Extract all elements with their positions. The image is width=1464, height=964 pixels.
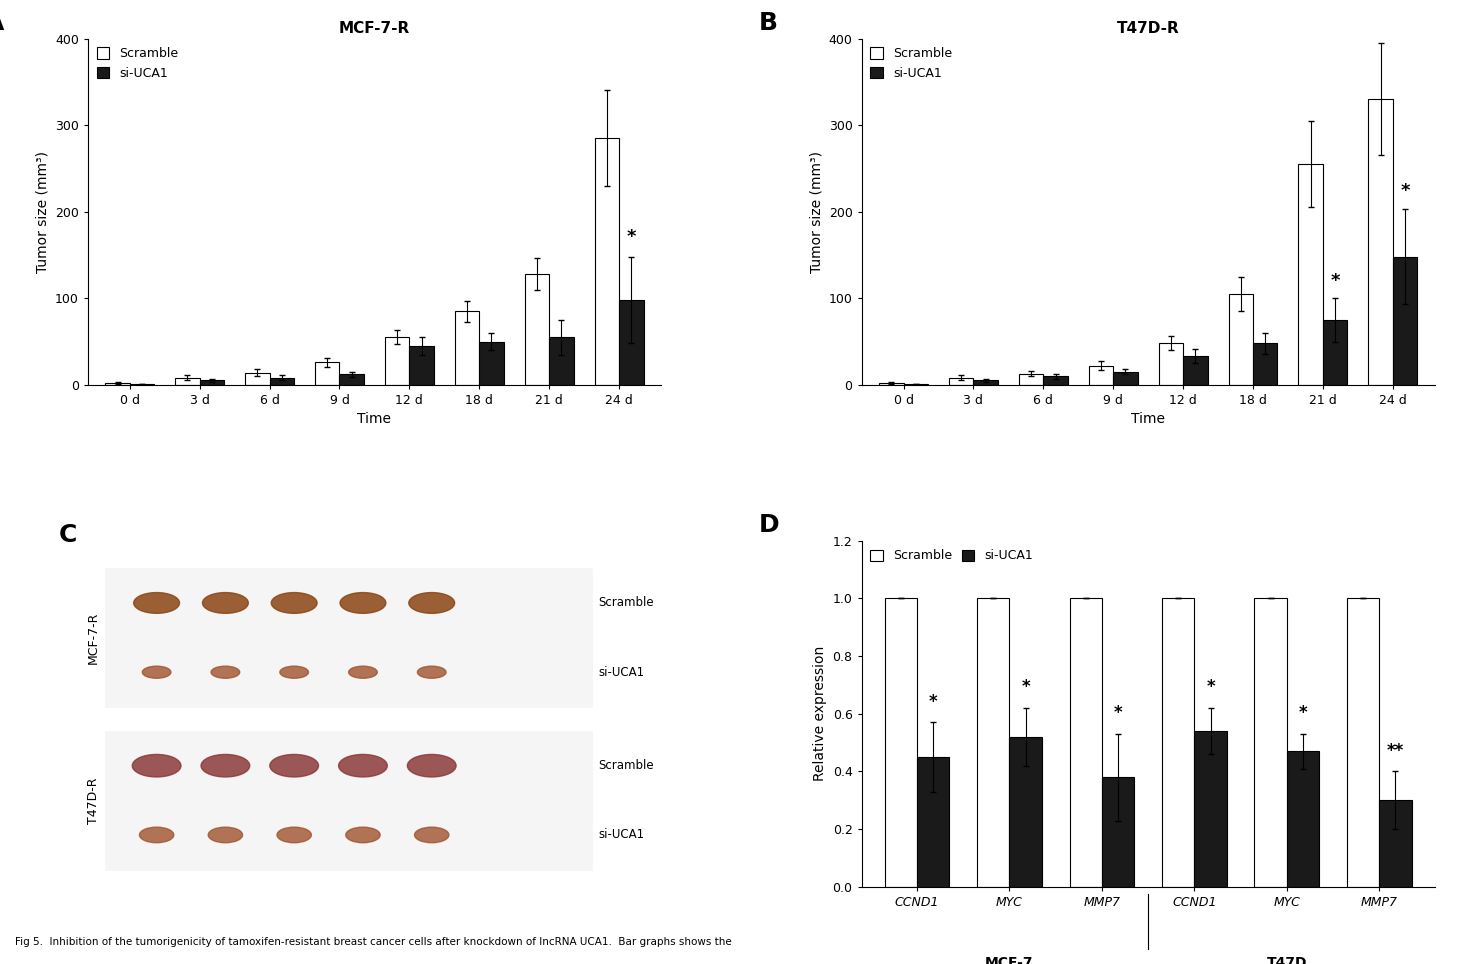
Text: C: C <box>59 523 78 548</box>
Bar <box>385 337 410 385</box>
Text: Scramble: Scramble <box>597 597 653 609</box>
Bar <box>340 374 365 385</box>
Bar <box>105 569 593 707</box>
Y-axis label: Tumor size (mm³): Tumor size (mm³) <box>810 150 823 273</box>
Y-axis label: Tumor size (mm³): Tumor size (mm³) <box>35 150 50 273</box>
Bar <box>1158 343 1183 385</box>
Bar <box>884 599 916 887</box>
Text: B: B <box>758 11 777 35</box>
Bar <box>1070 599 1102 887</box>
Title: T47D-R: T47D-R <box>1117 21 1180 36</box>
Bar <box>199 381 224 385</box>
Bar <box>410 346 433 385</box>
Legend: Scramble, si-UCA1: Scramble, si-UCA1 <box>92 42 183 85</box>
Bar <box>1113 372 1138 385</box>
Text: Scramble: Scramble <box>597 760 653 772</box>
Bar <box>315 362 340 385</box>
Text: T47D-R: T47D-R <box>86 777 100 823</box>
Ellipse shape <box>202 593 249 613</box>
Ellipse shape <box>211 666 240 679</box>
Legend: Scramble, si-UCA1: Scramble, si-UCA1 <box>865 42 957 85</box>
Bar <box>1299 164 1323 385</box>
Bar <box>1019 374 1044 385</box>
Bar <box>1379 800 1411 887</box>
Bar <box>1228 294 1253 385</box>
Bar <box>244 373 269 385</box>
Bar <box>1323 320 1347 385</box>
Ellipse shape <box>408 593 455 613</box>
Ellipse shape <box>407 755 457 777</box>
Ellipse shape <box>139 827 174 843</box>
Bar <box>176 378 199 385</box>
Bar <box>916 757 949 887</box>
Text: *: * <box>627 228 635 247</box>
Bar <box>105 731 593 870</box>
Bar <box>949 378 974 385</box>
X-axis label: Time: Time <box>357 413 391 426</box>
Bar <box>269 378 294 385</box>
Title: MCF-7-R: MCF-7-R <box>338 21 410 36</box>
Ellipse shape <box>201 755 250 777</box>
Bar <box>1347 599 1379 887</box>
Bar <box>878 383 903 385</box>
Text: MCF-7: MCF-7 <box>985 956 1034 964</box>
Ellipse shape <box>348 666 378 679</box>
Bar <box>1010 736 1042 887</box>
Text: D: D <box>758 513 779 537</box>
Text: *: * <box>1114 705 1123 722</box>
Text: Fig 5.  Inhibition of the tumorigenicity of tamoxifen-resistant breast cancer ce: Fig 5. Inhibition of the tumorigenicity … <box>15 937 732 947</box>
Bar <box>1162 599 1195 887</box>
Bar <box>524 274 549 385</box>
Bar <box>1253 343 1278 385</box>
Ellipse shape <box>417 666 447 679</box>
Bar <box>594 138 619 385</box>
Text: A: A <box>0 11 4 35</box>
Text: *: * <box>930 693 937 710</box>
Ellipse shape <box>338 755 388 777</box>
Bar <box>1195 731 1227 887</box>
Bar <box>1102 777 1135 887</box>
Bar <box>1369 99 1392 385</box>
Text: si-UCA1: si-UCA1 <box>597 828 644 842</box>
Text: *: * <box>1299 705 1307 722</box>
Text: *: * <box>1022 679 1031 696</box>
Text: *: * <box>1331 272 1340 289</box>
Bar <box>974 381 998 385</box>
Text: si-UCA1: si-UCA1 <box>597 666 644 679</box>
Ellipse shape <box>132 755 182 777</box>
Bar <box>549 337 574 385</box>
X-axis label: Time: Time <box>1132 413 1165 426</box>
Ellipse shape <box>269 755 319 777</box>
Bar <box>105 383 130 385</box>
Ellipse shape <box>340 593 386 613</box>
Ellipse shape <box>346 827 381 843</box>
Legend: Scramble, si-UCA1: Scramble, si-UCA1 <box>865 545 1038 568</box>
Bar <box>619 300 644 385</box>
Text: MCF-7-R: MCF-7-R <box>86 611 100 664</box>
Text: T47D: T47D <box>1266 956 1307 964</box>
Ellipse shape <box>280 666 309 679</box>
Bar <box>1183 357 1208 385</box>
Ellipse shape <box>133 593 180 613</box>
Ellipse shape <box>271 593 318 613</box>
Bar <box>1089 365 1113 385</box>
Ellipse shape <box>414 827 449 843</box>
Ellipse shape <box>277 827 312 843</box>
Y-axis label: Relative expression: Relative expression <box>813 646 827 782</box>
Text: **: ** <box>1386 742 1404 760</box>
Bar <box>1392 256 1417 385</box>
Bar <box>976 599 1010 887</box>
Ellipse shape <box>208 827 243 843</box>
Ellipse shape <box>142 666 171 679</box>
Text: *: * <box>1400 182 1410 201</box>
Bar <box>1044 376 1067 385</box>
Bar <box>479 341 504 385</box>
Bar <box>1255 599 1287 887</box>
Text: *: * <box>1206 679 1215 696</box>
Bar <box>455 311 479 385</box>
Bar <box>1287 751 1319 887</box>
